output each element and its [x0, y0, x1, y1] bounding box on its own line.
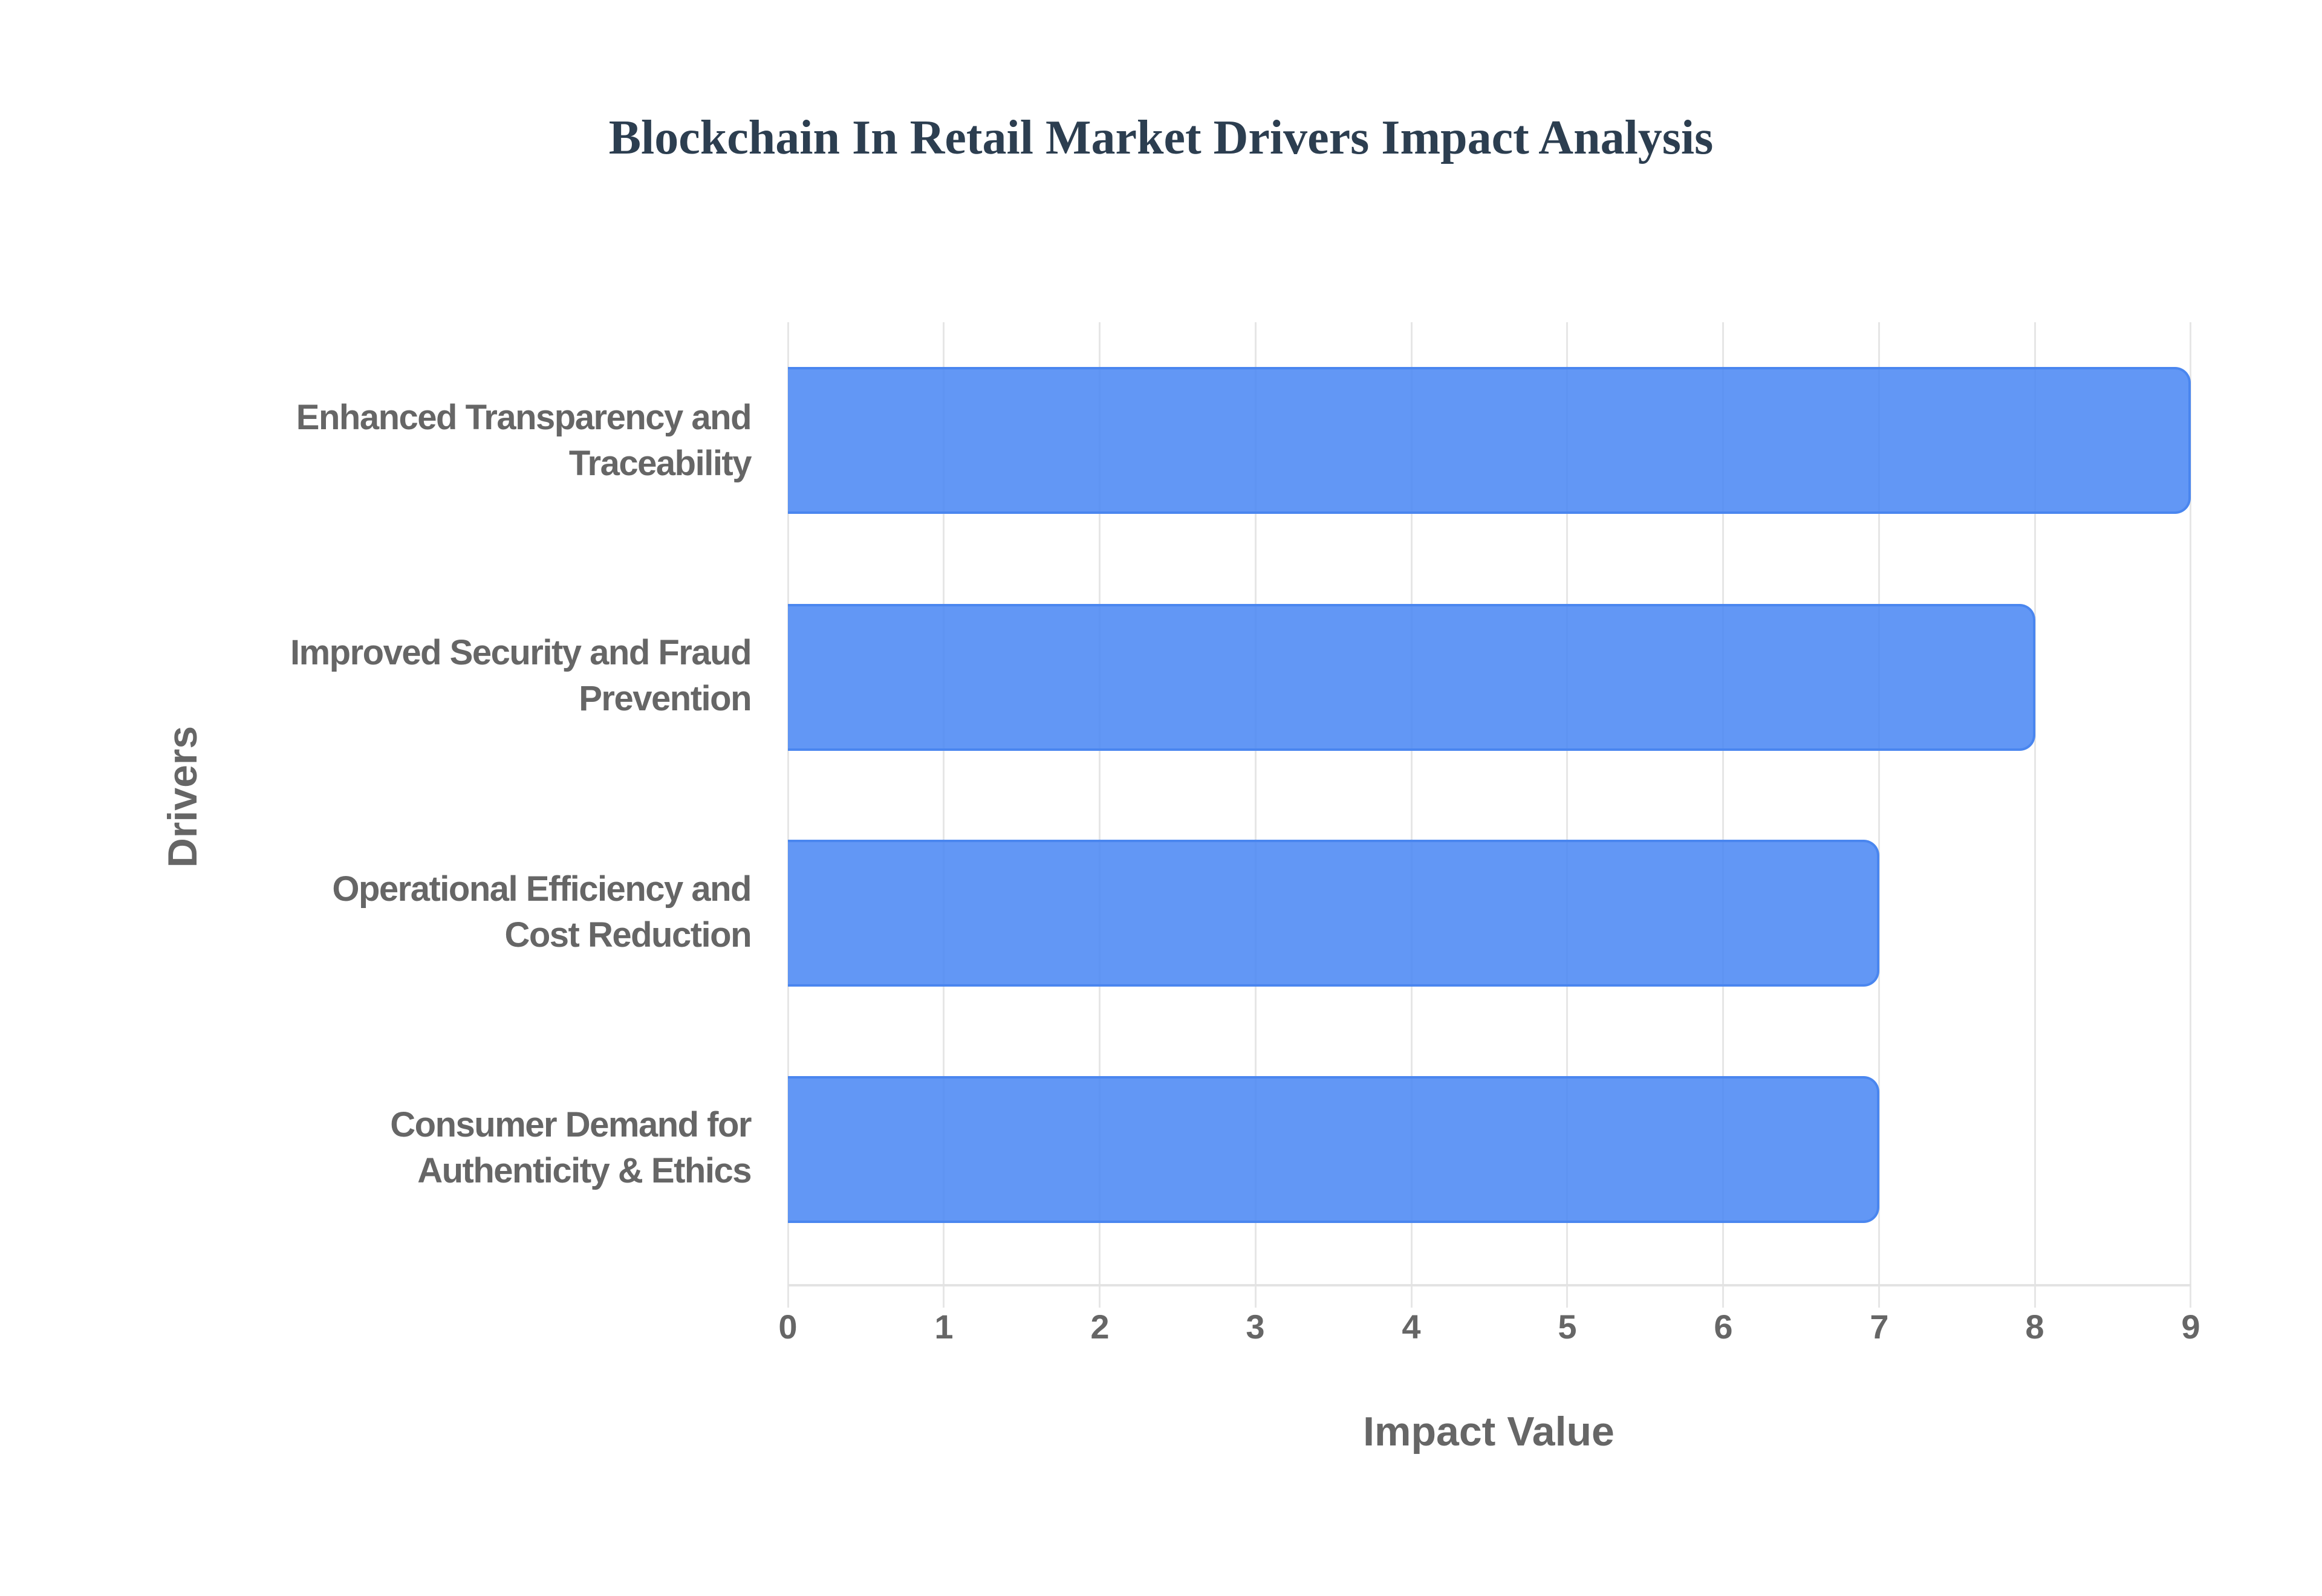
- category-label-line2: Traceability: [568, 444, 752, 483]
- category-label-line1: Operational Efficiency and: [332, 869, 752, 909]
- x-tick-4: 4: [1402, 1308, 1421, 1346]
- y-axis-title: Drivers: [160, 725, 206, 868]
- gridline-4: [1411, 322, 1413, 1308]
- x-tick-1: 1: [934, 1308, 954, 1346]
- category-label-improved-security: Improved Security and Fraud Prevention: [146, 630, 752, 722]
- bar-consumer-demand[interactable]: [788, 1076, 1879, 1223]
- gridline-1: [943, 322, 945, 1308]
- gridline-8: [2034, 322, 2036, 1308]
- gridline-9: [2190, 322, 2191, 1308]
- x-tick-6: 6: [1714, 1308, 1733, 1346]
- x-tick-5: 5: [1558, 1308, 1577, 1346]
- category-label-enhanced-transparency: Enhanced Transparency and Traceability: [146, 395, 752, 487]
- gridline-7: [1878, 322, 1880, 1308]
- category-label-line1: Improved Security and Fraud: [290, 633, 752, 672]
- gridline-5: [1566, 322, 1568, 1308]
- gridline-2: [1099, 322, 1101, 1308]
- bar-enhanced-transparency[interactable]: [788, 367, 2191, 514]
- x-tick-7: 7: [1870, 1308, 1889, 1346]
- x-tick-8: 8: [2025, 1308, 2044, 1346]
- category-label-line2: Prevention: [579, 679, 752, 718]
- category-label-line1: Consumer Demand for: [390, 1105, 752, 1144]
- x-tick-0: 0: [778, 1308, 798, 1346]
- category-label-consumer-demand: Consumer Demand for Authenticity & Ethic…: [146, 1102, 752, 1194]
- gridline-0: [787, 322, 789, 1308]
- x-tick-2: 2: [1090, 1308, 1110, 1346]
- bar-improved-security[interactable]: [788, 604, 2035, 751]
- x-tick-9: 9: [2181, 1308, 2200, 1346]
- category-label-line2: Authenticity & Ethics: [417, 1151, 752, 1190]
- category-label-line1: Enhanced Transparency and: [296, 398, 752, 437]
- chart-title: Blockchain In Retail Market Drivers Impa…: [608, 111, 1714, 164]
- x-axis-title: Impact Value: [1363, 1409, 1615, 1455]
- x-tick-3: 3: [1246, 1308, 1265, 1346]
- category-label-operational-efficiency: Operational Efficiency and Cost Reductio…: [146, 866, 752, 958]
- gridline-3: [1255, 322, 1257, 1308]
- gridline-6: [1722, 322, 1724, 1308]
- x-axis-line: [788, 1284, 2191, 1286]
- category-label-line2: Cost Reduction: [504, 915, 752, 955]
- bar-operational-efficiency[interactable]: [788, 840, 1879, 987]
